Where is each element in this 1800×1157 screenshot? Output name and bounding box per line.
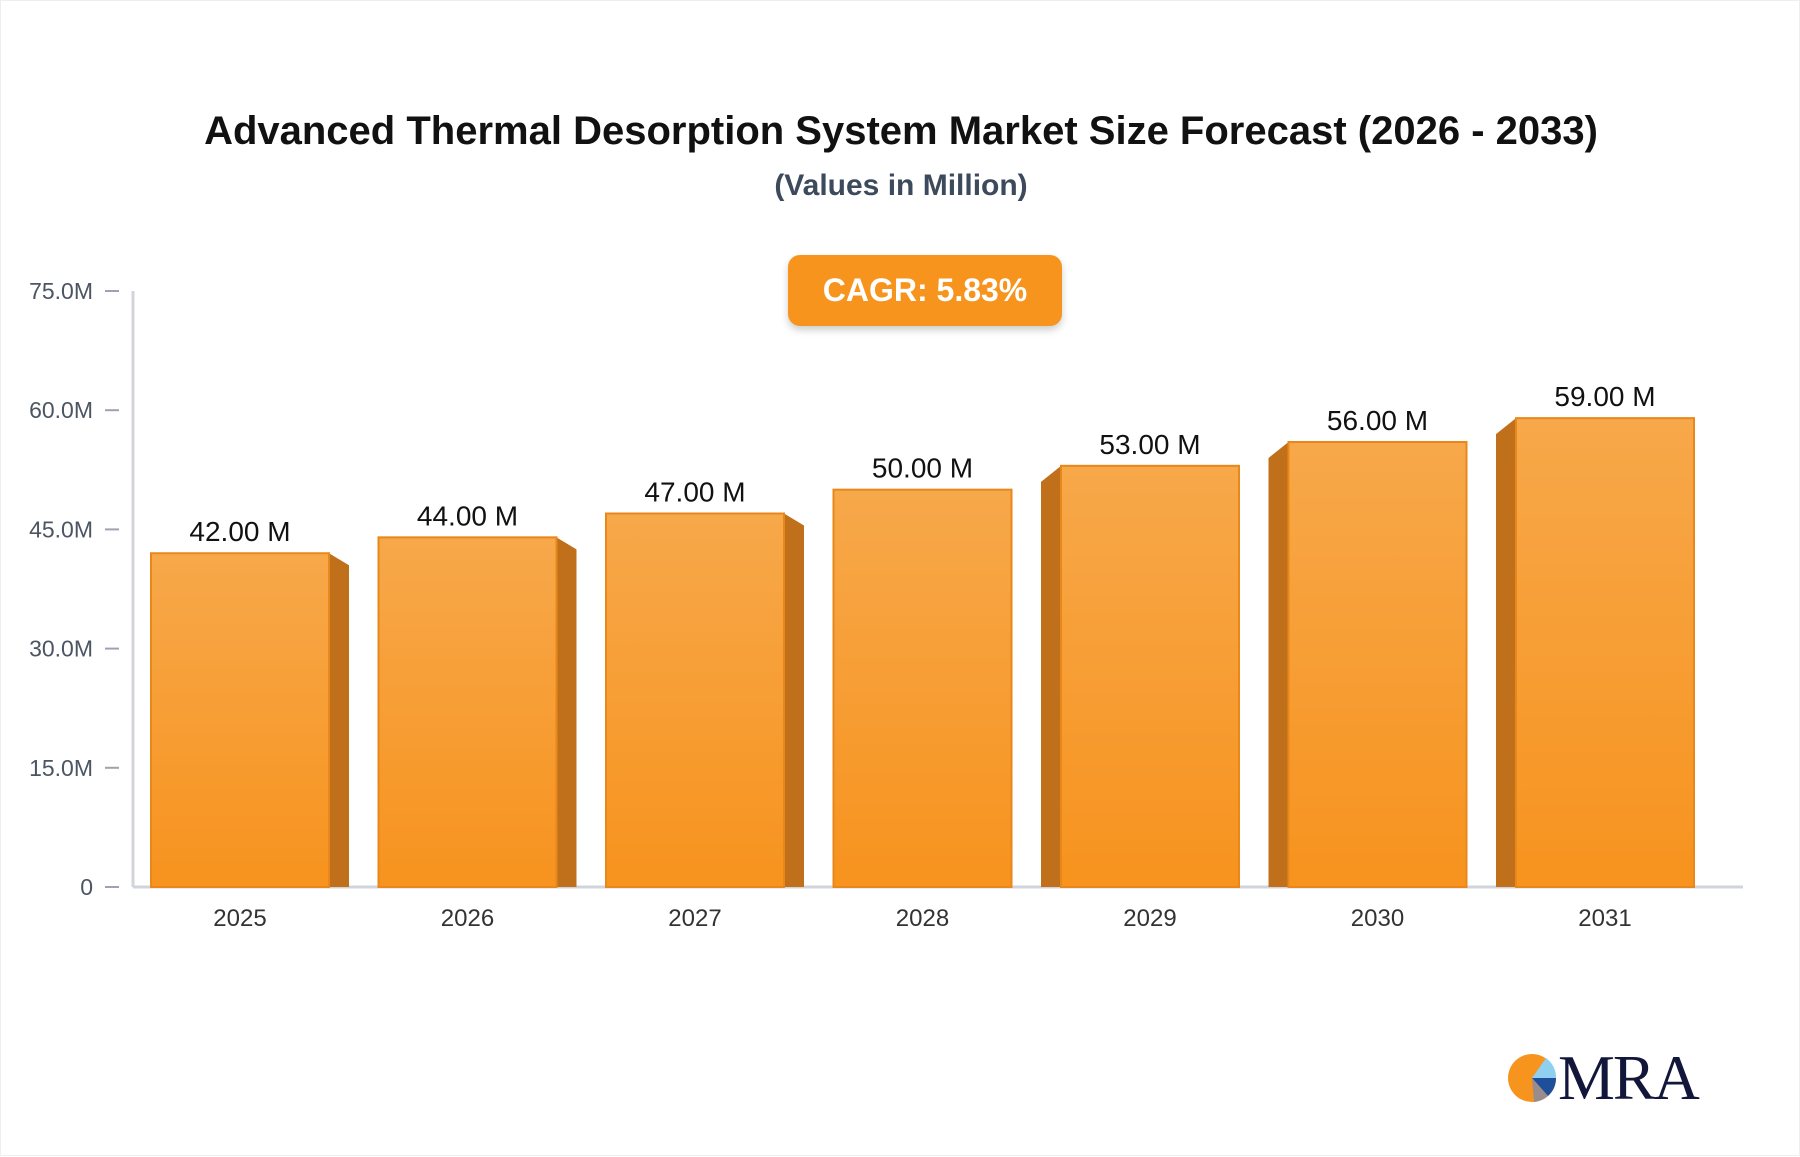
data-label: 44.00 M (417, 500, 518, 531)
y-tick-label: 60.0M (29, 397, 93, 423)
x-tick-label: 2030 (1351, 905, 1404, 932)
x-tick-label: 2029 (1123, 905, 1176, 932)
chart-subtitle: (Values in Million) (774, 169, 1028, 202)
bar (1060, 464, 1240, 888)
bar (150, 552, 330, 888)
x-tick-label: 2028 (896, 905, 949, 932)
x-tick-label: 2025 (213, 905, 266, 932)
y-tick-label: 30.0M (29, 636, 93, 662)
mra-logo: MRA (1506, 1041, 1700, 1115)
bar-side (329, 553, 349, 887)
data-label: 56.00 M (1327, 405, 1428, 436)
chart-title: Advanced Thermal Desorption System Marke… (204, 109, 1598, 153)
x-tick-label: 2026 (441, 905, 494, 932)
bar (832, 488, 1013, 888)
data-label: 53.00 M (1099, 429, 1200, 460)
bar-side (784, 513, 804, 887)
data-label: 50.00 M (872, 453, 973, 484)
bar (377, 536, 558, 888)
data-label: 42.00 M (189, 516, 290, 547)
cagr-badge: CAGR: 5.83% (788, 255, 1062, 326)
pie-logo-icon (1508, 1054, 1557, 1102)
y-tick-label: 15.0M (29, 755, 93, 781)
bar (1287, 440, 1468, 888)
x-tick-label: 2027 (668, 905, 721, 932)
logo-text: MRA (1558, 1042, 1700, 1113)
bar-side (1496, 418, 1516, 887)
bar-side (1041, 465, 1061, 887)
y-tick-label: 75.0M (29, 278, 93, 304)
bar-side (556, 537, 577, 887)
data-label: 59.00 M (1554, 381, 1655, 412)
x-tick-label: 2031 (1578, 905, 1631, 932)
bar (1515, 417, 1695, 888)
y-tick-label: 45.0M (29, 516, 93, 542)
bar (605, 512, 785, 888)
y-tick-label: 0 (80, 874, 93, 900)
data-label: 47.00 M (644, 477, 745, 508)
bar-side (1268, 441, 1289, 887)
